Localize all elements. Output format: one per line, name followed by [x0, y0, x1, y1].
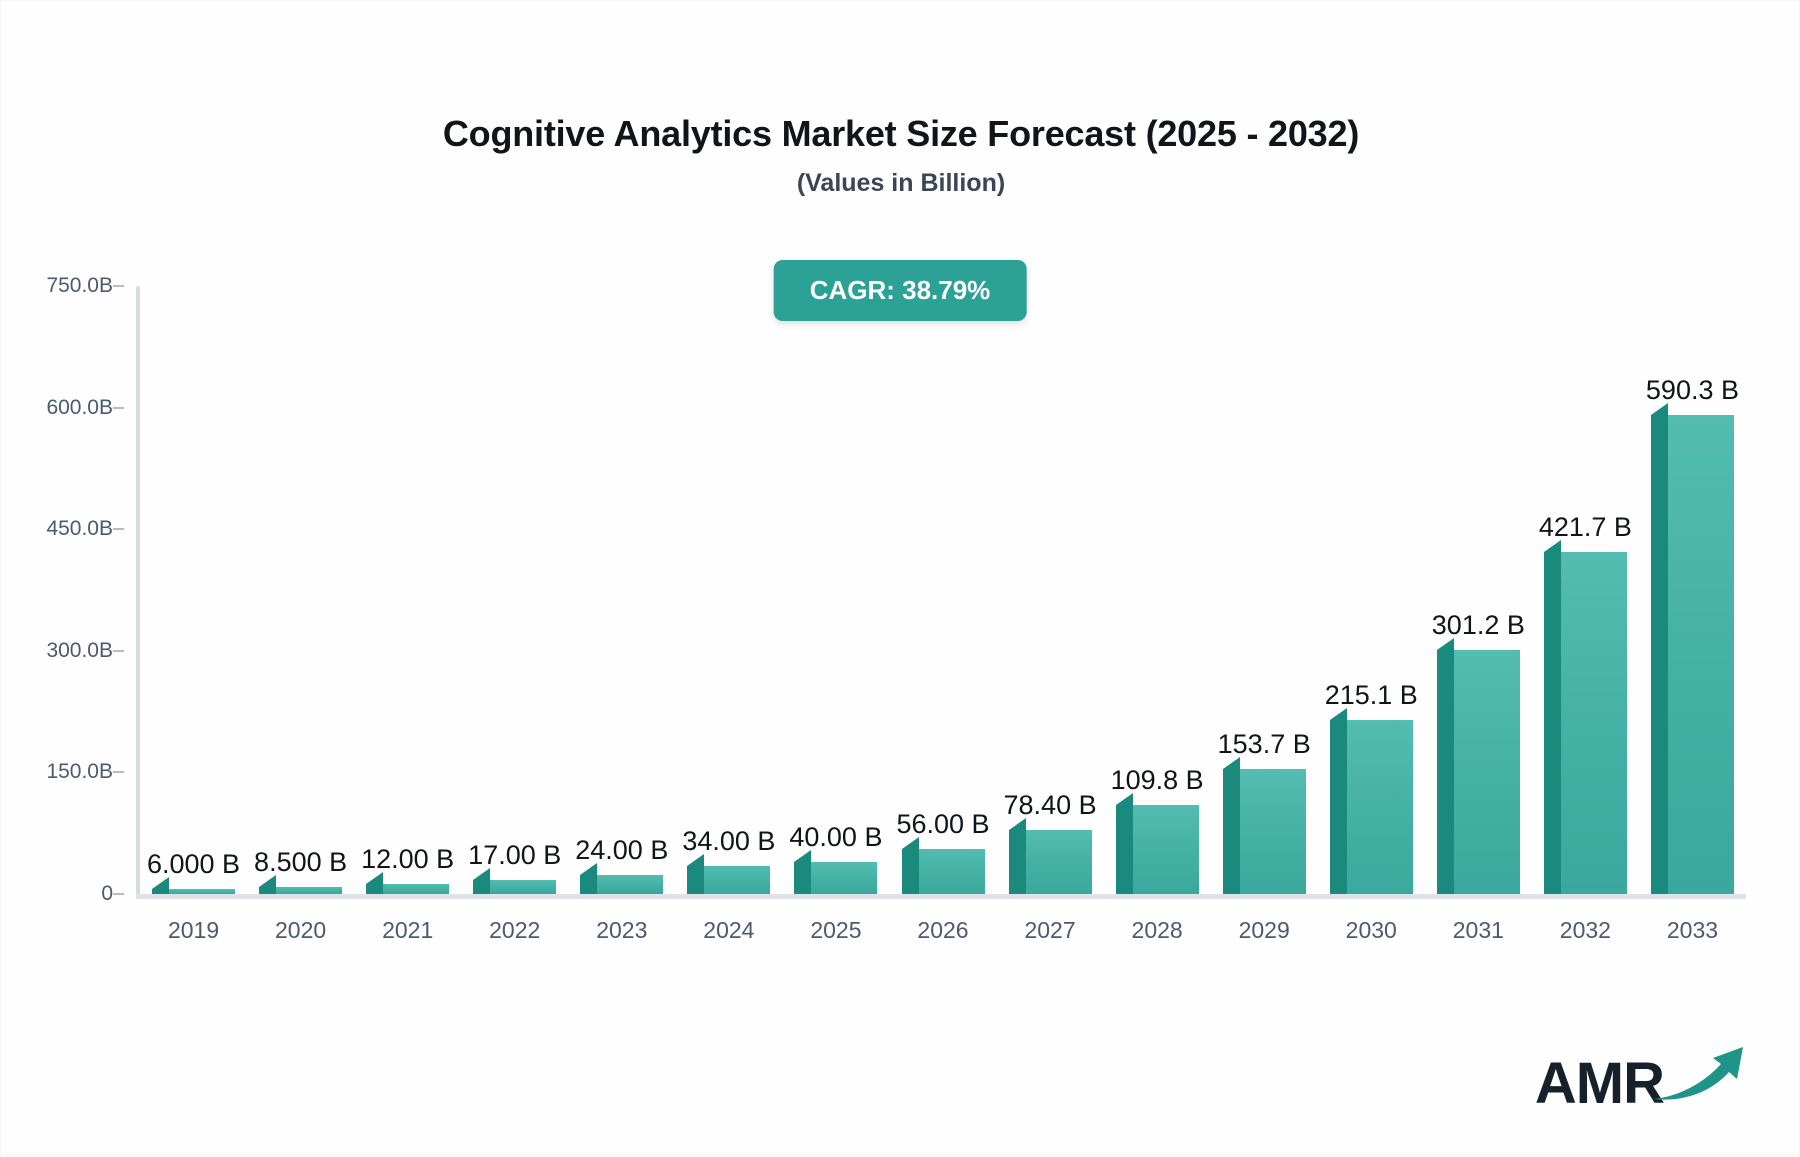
- bar-side-face: [1008, 818, 1026, 894]
- x-axis-label: 2032: [1559, 917, 1611, 943]
- bar-front-face: [169, 889, 236, 894]
- bar-side-face: [1115, 793, 1133, 894]
- bar-column[interactable]: 8.500 B: [254, 847, 347, 894]
- x-axis-label: 2026: [917, 917, 969, 943]
- bar-side-face: [901, 836, 919, 894]
- bar-front-face: [383, 884, 450, 894]
- x-axis-label: 2023: [596, 917, 648, 943]
- bar-value-label: 109.8 B: [1110, 765, 1204, 795]
- y-axis-label: 150.0B: [46, 760, 113, 784]
- y-axis-tick: [113, 893, 124, 895]
- x-axis-label: 2020: [275, 917, 327, 943]
- bar-side-face: [152, 877, 170, 894]
- bar-front-face: [1560, 552, 1627, 894]
- bar-column[interactable]: 109.8 B: [1111, 765, 1204, 894]
- bar-value-label: 34.00 B: [682, 826, 776, 857]
- bar-column[interactable]: 34.00 B: [682, 826, 775, 894]
- x-axis-label: 2021: [382, 917, 434, 943]
- bar-front-face: [276, 887, 343, 894]
- x-axis-line: [136, 894, 1746, 899]
- x-axis-label: 2030: [1345, 917, 1397, 943]
- x-axis-label: 2019: [167, 917, 220, 943]
- y-axis-label: 450.0B: [46, 517, 113, 541]
- bar-front-face: [597, 874, 664, 894]
- y-axis-tick: [113, 649, 124, 652]
- bar-column[interactable]: 421.7 B: [1539, 512, 1632, 894]
- bar-column[interactable]: 40.00 B: [789, 822, 882, 894]
- bar-side-face: [473, 868, 491, 894]
- bar-value-label: 215.1 B: [1324, 679, 1418, 710]
- bar-side-face: [1436, 637, 1454, 894]
- bar-side-face: [1543, 540, 1561, 894]
- bar-front-face: [490, 880, 557, 894]
- bar-value-label: 421.7 B: [1538, 512, 1632, 543]
- bar-front-face: [1239, 769, 1306, 894]
- bar-side-face: [580, 862, 598, 894]
- bar-front-face: [811, 861, 878, 894]
- bar-column[interactable]: 17.00 B: [468, 840, 561, 894]
- bar-front-face: [1667, 415, 1734, 894]
- bar-side-face: [259, 875, 277, 894]
- amr-logo-text: AMR: [1534, 1051, 1665, 1116]
- bar-value-label: 56.00 B: [896, 808, 990, 839]
- bar-column[interactable]: 590.3 B: [1646, 375, 1739, 894]
- x-axis-label: 2027: [1024, 917, 1076, 943]
- bar-side-face: [794, 849, 812, 894]
- y-axis-tick: [113, 528, 124, 531]
- y-axis-tick: [113, 285, 124, 287]
- y-axis-label: 600.0B: [46, 395, 113, 419]
- cagr-badge: CAGR: 38.79%: [773, 260, 1027, 321]
- bar-front-face: [1132, 805, 1199, 894]
- bar-column[interactable]: 56.00 B: [896, 809, 990, 894]
- bar-value-label: 153.7 B: [1217, 729, 1311, 760]
- bar-front-face: [1453, 649, 1520, 894]
- bar-side-face: [366, 872, 384, 894]
- growth-arrow-icon: [1651, 1042, 1747, 1109]
- x-axis-label: 2024: [703, 917, 755, 943]
- bar-value-label: 12.00 B: [361, 844, 455, 875]
- x-axis-label: 2029: [1238, 917, 1290, 943]
- bar-value-label: 6.000 B: [146, 849, 241, 880]
- bar-front-face: [704, 866, 771, 894]
- y-axis-label: 300.0B: [46, 638, 113, 662]
- chart-subtitle: (Values in Billion): [796, 169, 1006, 197]
- bar-value-label: 301.2 B: [1431, 609, 1525, 640]
- y-axis-tick: [113, 406, 124, 409]
- x-axis-label: 2022: [489, 917, 541, 943]
- bar-column[interactable]: 24.00 B: [575, 835, 668, 894]
- x-axis-label: 2028: [1131, 917, 1183, 943]
- bar-front-face: [1025, 830, 1092, 894]
- x-axis-label: 2025: [810, 917, 862, 943]
- bar-value-label: 590.3 B: [1645, 375, 1739, 406]
- bar-front-face: [1346, 719, 1413, 894]
- bar-value-label: 78.40 B: [1003, 790, 1097, 821]
- amr-logo: AMR: [1535, 1042, 1747, 1113]
- bar-side-face: [1222, 757, 1240, 894]
- bar-column[interactable]: 215.1 B: [1325, 680, 1418, 894]
- y-axis-line: [136, 286, 140, 896]
- bar-side-face: [687, 854, 705, 894]
- page-title: Cognitive Analytics Market Size Forecast…: [442, 113, 1360, 154]
- y-axis-tick: [113, 771, 124, 774]
- bar-front-face: [918, 848, 985, 894]
- bar-column[interactable]: 12.00 B: [361, 844, 454, 894]
- bar-value-label: 24.00 B: [575, 834, 669, 865]
- bar-column[interactable]: 301.2 B: [1432, 610, 1525, 894]
- y-axis-label: 0: [101, 882, 113, 905]
- y-axis-label: 750.0B: [46, 274, 113, 297]
- bar-side-face: [1329, 707, 1347, 894]
- bar-side-face: [1650, 403, 1668, 894]
- bar-column[interactable]: 78.40 B: [1004, 790, 1097, 894]
- x-axis-label: 2031: [1452, 917, 1504, 943]
- bar-value-label: 40.00 B: [789, 821, 883, 852]
- bar-column[interactable]: 6.000 B: [147, 849, 240, 894]
- x-axis-label: 2033: [1666, 917, 1719, 943]
- bar-value-label: 17.00 B: [468, 840, 562, 871]
- bar-value-label: 8.500 B: [254, 847, 348, 878]
- bar-column[interactable]: 153.7 B: [1218, 729, 1311, 894]
